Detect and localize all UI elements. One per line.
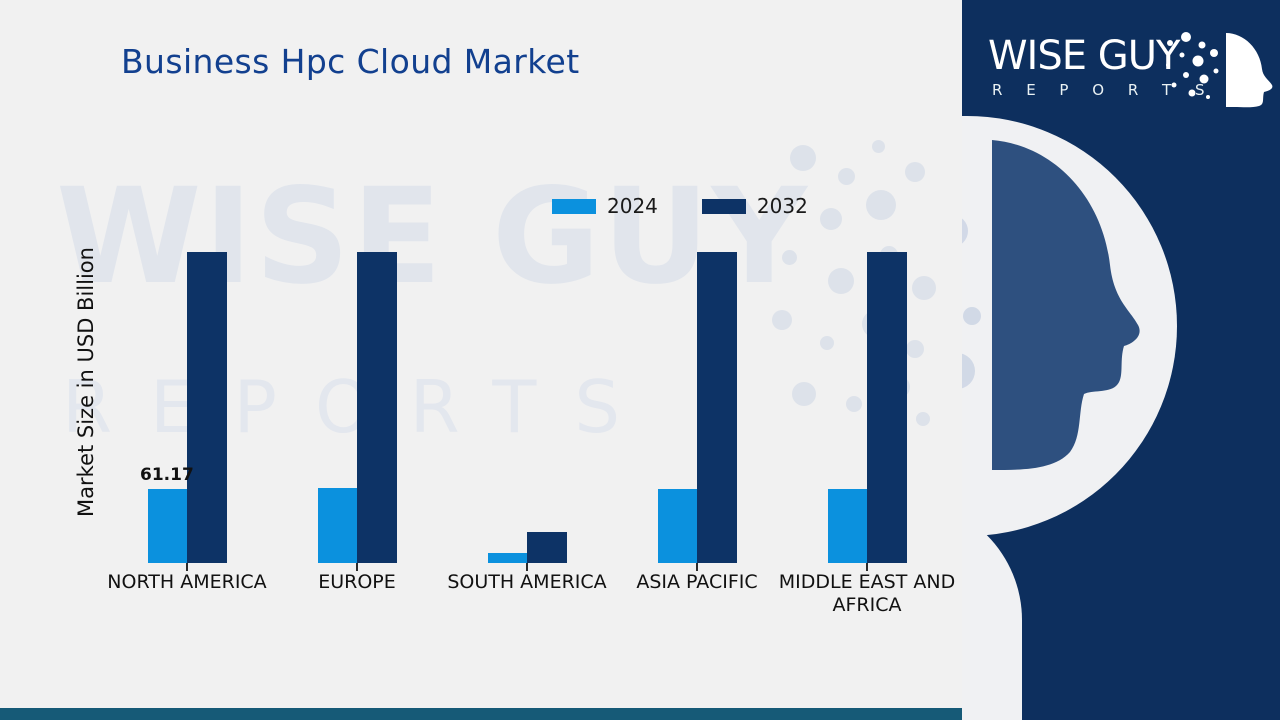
head-silhouette-icon: [992, 140, 1140, 470]
chart-title: Business Hpc Cloud Market: [121, 42, 580, 81]
brand-panel: WISE GUY R E P O R T S: [962, 0, 1280, 720]
watermark-dot: [905, 162, 925, 182]
legend-swatch-2024: [552, 198, 596, 214]
legend-label-2032: 2032: [756, 194, 808, 218]
watermark-dot: [790, 145, 816, 171]
plot-area: 61.17 NORTH AMERICA EUROPE SOUTH AMERICA ASI…: [107, 210, 955, 616]
watermark-dot: [872, 140, 885, 153]
bar-2032[interactable]: [187, 252, 227, 563]
bar-2024[interactable]: [658, 489, 697, 563]
legend-item-2024[interactable]: 2024: [552, 194, 658, 218]
axis-tick: [696, 563, 698, 571]
logo-wordmark-primary: WISE GUY: [988, 33, 1180, 79]
bar-2032[interactable]: [867, 252, 907, 563]
axis-tick: [526, 563, 528, 571]
bar-pair: [488, 532, 567, 563]
axis-tick: [356, 563, 358, 571]
category-label: SOUTH AMERICA: [447, 571, 607, 593]
bar-2024[interactable]: [488, 553, 527, 563]
footer-accent-bar: [0, 708, 962, 720]
bar-2032[interactable]: [527, 532, 567, 563]
bar-pair: [658, 252, 737, 563]
brand-logo: WISE GUY R E P O R T S: [984, 32, 1273, 111]
axis-tick: [186, 563, 188, 571]
legend-item-2032[interactable]: 2032: [701, 194, 808, 218]
bar-2024[interactable]: [148, 489, 187, 563]
legend-label-2024: 2024: [607, 194, 658, 218]
bar-2024[interactable]: [318, 488, 357, 563]
y-axis-label: Market Size in USD Billion: [74, 247, 98, 517]
bar-2032[interactable]: [357, 252, 397, 563]
bar-2032[interactable]: [697, 252, 737, 563]
chart-legend: 2024 2032: [552, 194, 808, 218]
category-label: NORTH AMERICA: [107, 571, 267, 593]
category-label: MIDDLE EAST AND AFRICA: [778, 571, 956, 616]
bar-2024[interactable]: [828, 489, 867, 563]
logo-face-dots-icon: [1166, 32, 1273, 108]
axis-tick: [866, 563, 868, 571]
bar-pair: [318, 252, 397, 563]
bar-pair: [148, 252, 227, 563]
watermark-dot: [838, 168, 855, 185]
logo-wordmark-secondary: R E P O R T S: [992, 81, 1214, 99]
bar-value-label: 61.17: [140, 465, 194, 485]
category-label: ASIA PACIFIC: [636, 571, 758, 593]
legend-swatch-2032: [701, 198, 746, 214]
decorative-dot-cluster: [962, 218, 981, 389]
bar-pair: [828, 252, 907, 563]
category-label: EUROPE: [318, 571, 396, 593]
